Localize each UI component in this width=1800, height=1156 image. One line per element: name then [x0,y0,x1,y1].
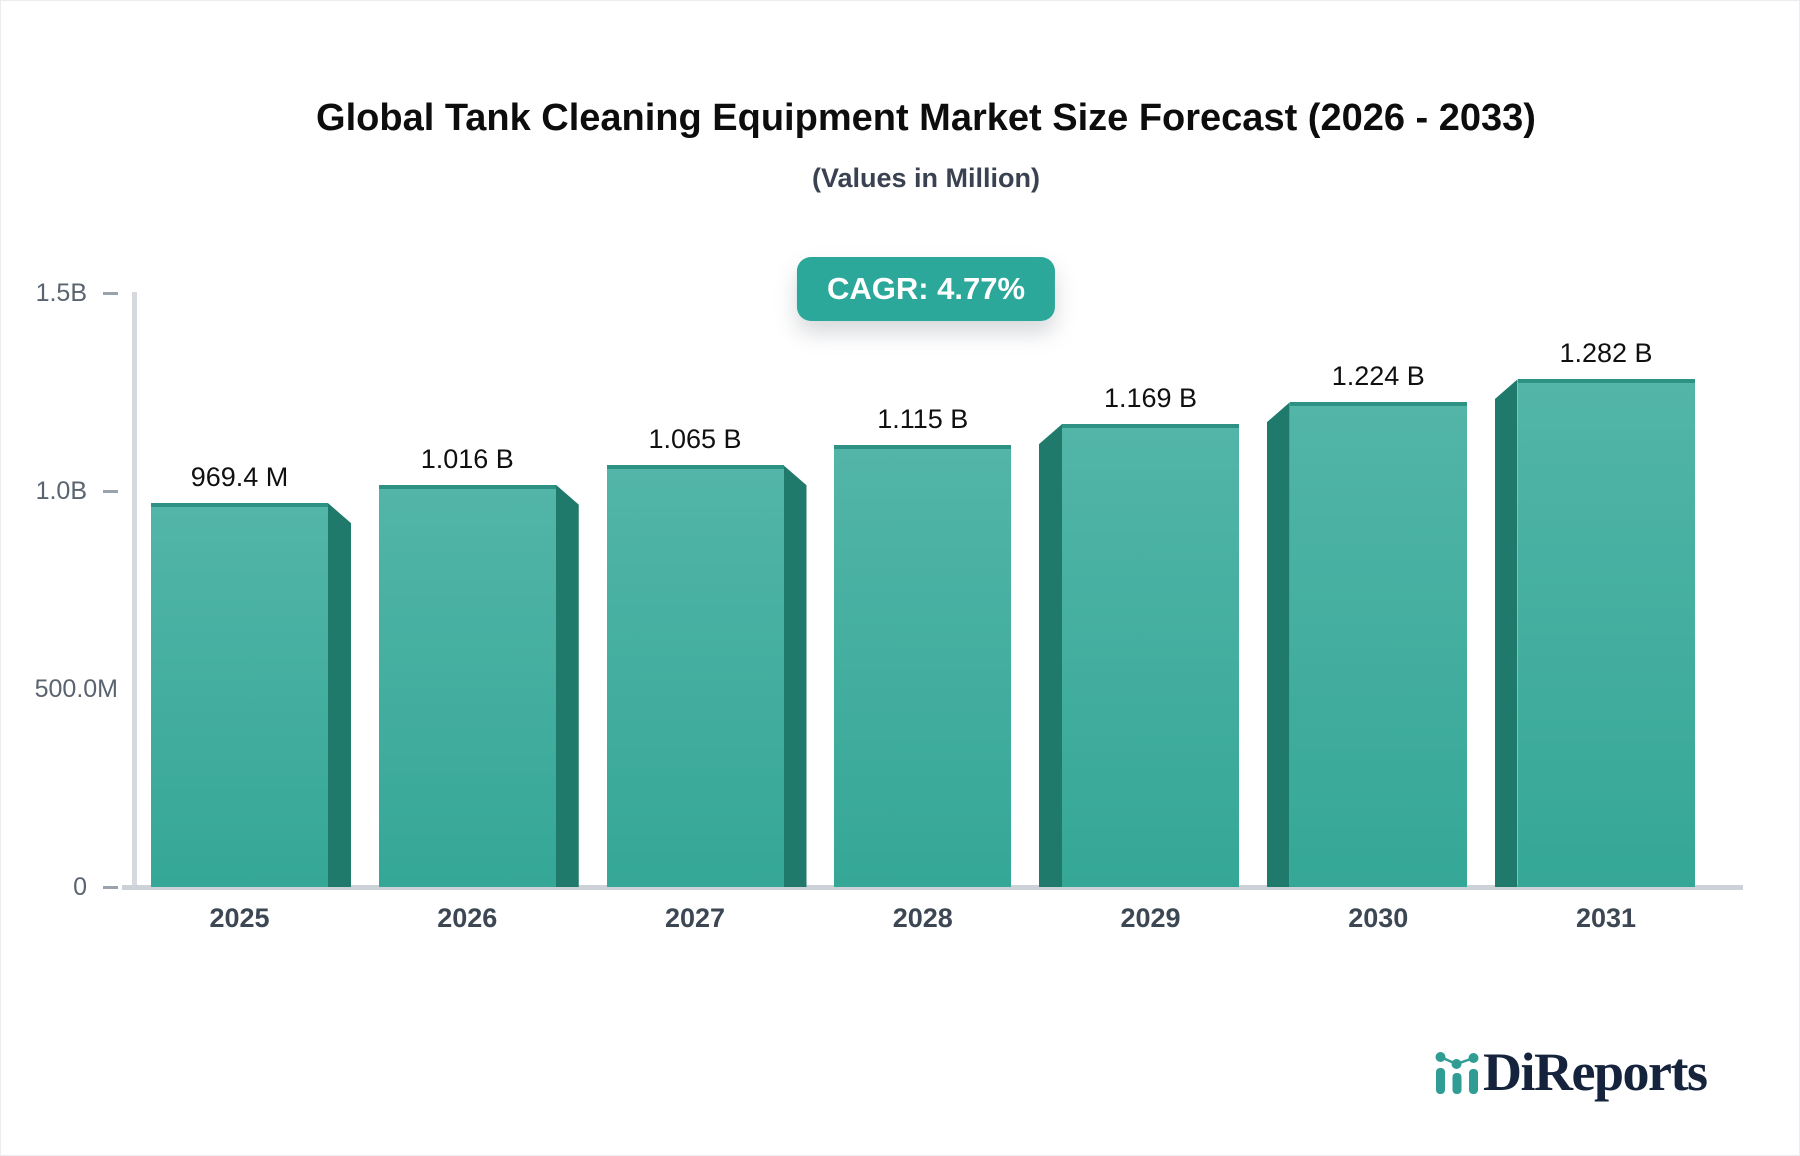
bar-2025[interactable] [151,503,328,887]
logo-text: DiReports [1483,1042,1708,1102]
x-axis-label-2029: 2029 [1120,903,1181,933]
x-axis-label-2028: 2028 [892,903,953,933]
y-tick-mark [103,291,118,295]
cagr-badge: CAGR: 4.77% [796,257,1056,321]
bar-value-label-2027: 1.065 B [648,424,742,455]
bar-side-face-2031 [1494,379,1518,887]
bar-value-label-2031: 1.282 B [1559,338,1653,369]
bar-value-label-2026: 1.016 B [420,443,514,474]
bar-value-label-2030: 1.224 B [1331,361,1425,392]
y-tick-mark [103,489,118,493]
bar-value-label-2029: 1.169 B [1103,383,1198,414]
y-axis-line [132,292,137,888]
mini-bar-chart-icon [1435,1052,1479,1094]
bar-value-label-2028: 1.115 B [877,404,969,435]
x-axis-label-2030: 2030 [1348,903,1409,933]
direports-logo[interactable]: DiReports [1433,1037,1708,1107]
y-tick-label: 1.0B [35,476,87,505]
bar-2031[interactable] [1517,379,1695,887]
x-axis-label-2031: 2031 [1575,903,1637,933]
y-tick-500.0M: 500.0M [1,674,118,704]
x-axis-label-2026: 2026 [437,903,498,933]
y-tick-0: 0 [1,872,118,902]
bar-side-face-2027 [783,465,807,887]
y-tick-label: 0 [73,872,87,901]
y-tick-mark [103,885,118,889]
x-axis-label-2027: 2027 [664,903,726,933]
bar-side-face-2029 [1039,424,1062,887]
x-axis-label-2025: 2025 [209,903,270,933]
y-tick-1.0B: 1.0B [1,476,118,506]
bar-2029[interactable] [1062,424,1239,887]
bar-2030[interactable] [1289,402,1467,887]
bar-side-face-2026 [555,484,579,887]
y-tick-1.5B: 1.5B [1,278,118,308]
bar-2026[interactable] [378,484,556,887]
bar-side-face-2030 [1266,402,1290,887]
page-title: Global Tank Cleaning Equipment Market Si… [316,97,1536,139]
y-tick-label: 1.5B [35,278,87,307]
bar-value-label-2025: 969.4 M [190,462,289,493]
bar-side-face-2025 [328,503,351,887]
y-tick-label: 500.0M [34,674,118,703]
bar-2027[interactable] [606,465,784,887]
x-axis-baseline [122,885,1743,890]
bar-2028[interactable] [834,445,1012,887]
page-subtitle: (Values in Million) [811,163,1041,193]
